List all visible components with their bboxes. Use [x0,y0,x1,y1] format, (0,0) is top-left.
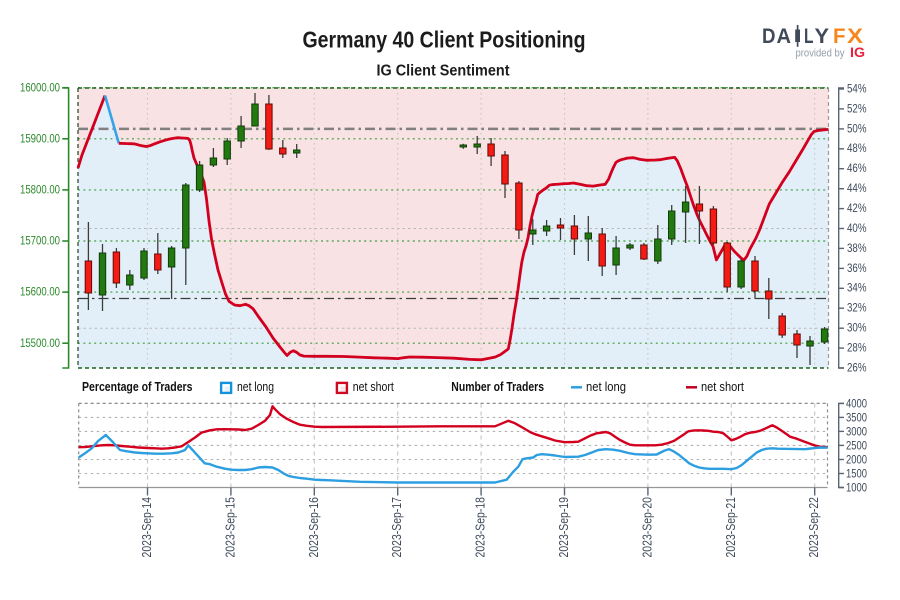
svg-text:2023-Sep-17: 2023-Sep-17 [390,497,404,558]
svg-text:2023-Sep-22: 2023-Sep-22 [807,497,821,558]
svg-text:15600.00: 15600.00 [20,285,60,299]
svg-text:40%: 40% [847,221,867,235]
svg-text:28%: 28% [847,341,867,355]
svg-text:36%: 36% [847,261,867,275]
svg-text:16000.00: 16000.00 [20,80,60,94]
svg-text:15500.00: 15500.00 [20,336,60,350]
svg-text:2023-Sep-14: 2023-Sep-14 [140,497,154,558]
svg-text:38%: 38% [847,241,867,255]
svg-text:2500: 2500 [846,439,867,453]
svg-text:net long: net long [586,379,626,394]
svg-text:42%: 42% [847,201,867,215]
svg-text:net long: net long [237,379,274,394]
svg-text:44%: 44% [847,181,867,195]
svg-text:3500: 3500 [846,411,867,425]
svg-text:2023-Sep-19: 2023-Sep-19 [557,497,571,558]
svg-text:2023-Sep-16: 2023-Sep-16 [307,497,321,558]
svg-text:X: X [847,25,863,48]
svg-text:54%: 54% [847,81,867,95]
svg-text:1500: 1500 [846,467,867,481]
svg-text:50%: 50% [847,121,867,135]
svg-text:Germany 40 Client Positioning: Germany 40 Client Positioning [303,27,586,53]
svg-text:26%: 26% [847,360,867,374]
svg-text:32%: 32% [847,301,867,315]
svg-text:2023-Sep-18: 2023-Sep-18 [474,497,488,558]
svg-text:2023-Sep-21: 2023-Sep-21 [724,497,738,558]
svg-text:Number of Traders: Number of Traders [451,379,544,394]
svg-text:2023-Sep-20: 2023-Sep-20 [640,497,654,558]
svg-text:D: D [762,25,776,48]
svg-text:L: L [804,25,814,48]
svg-text:net short: net short [353,379,394,394]
svg-text:F: F [833,25,846,48]
svg-text:provided by: provided by [796,48,845,60]
svg-text:4000: 4000 [846,397,867,411]
svg-text:30%: 30% [847,321,867,335]
svg-text:15700.00: 15700.00 [20,234,60,248]
svg-text:52%: 52% [847,101,867,115]
svg-text:46%: 46% [847,161,867,175]
svg-text:Y: Y [815,25,830,48]
svg-text:A: A [777,25,792,48]
svg-text:Percentage of Traders: Percentage of Traders [82,379,193,394]
svg-text:3000: 3000 [846,425,867,439]
svg-text:48%: 48% [847,141,867,155]
svg-text:15900.00: 15900.00 [20,131,60,145]
svg-text:2023-Sep-15: 2023-Sep-15 [223,497,237,558]
svg-text:net short: net short [701,379,744,394]
svg-text:1000: 1000 [846,481,867,495]
svg-text:15800.00: 15800.00 [20,183,60,197]
svg-text:34%: 34% [847,281,867,295]
svg-text:2000: 2000 [846,453,867,467]
svg-text:IG: IG [850,44,865,60]
svg-text:IG Client Sentiment: IG Client Sentiment [377,63,511,80]
